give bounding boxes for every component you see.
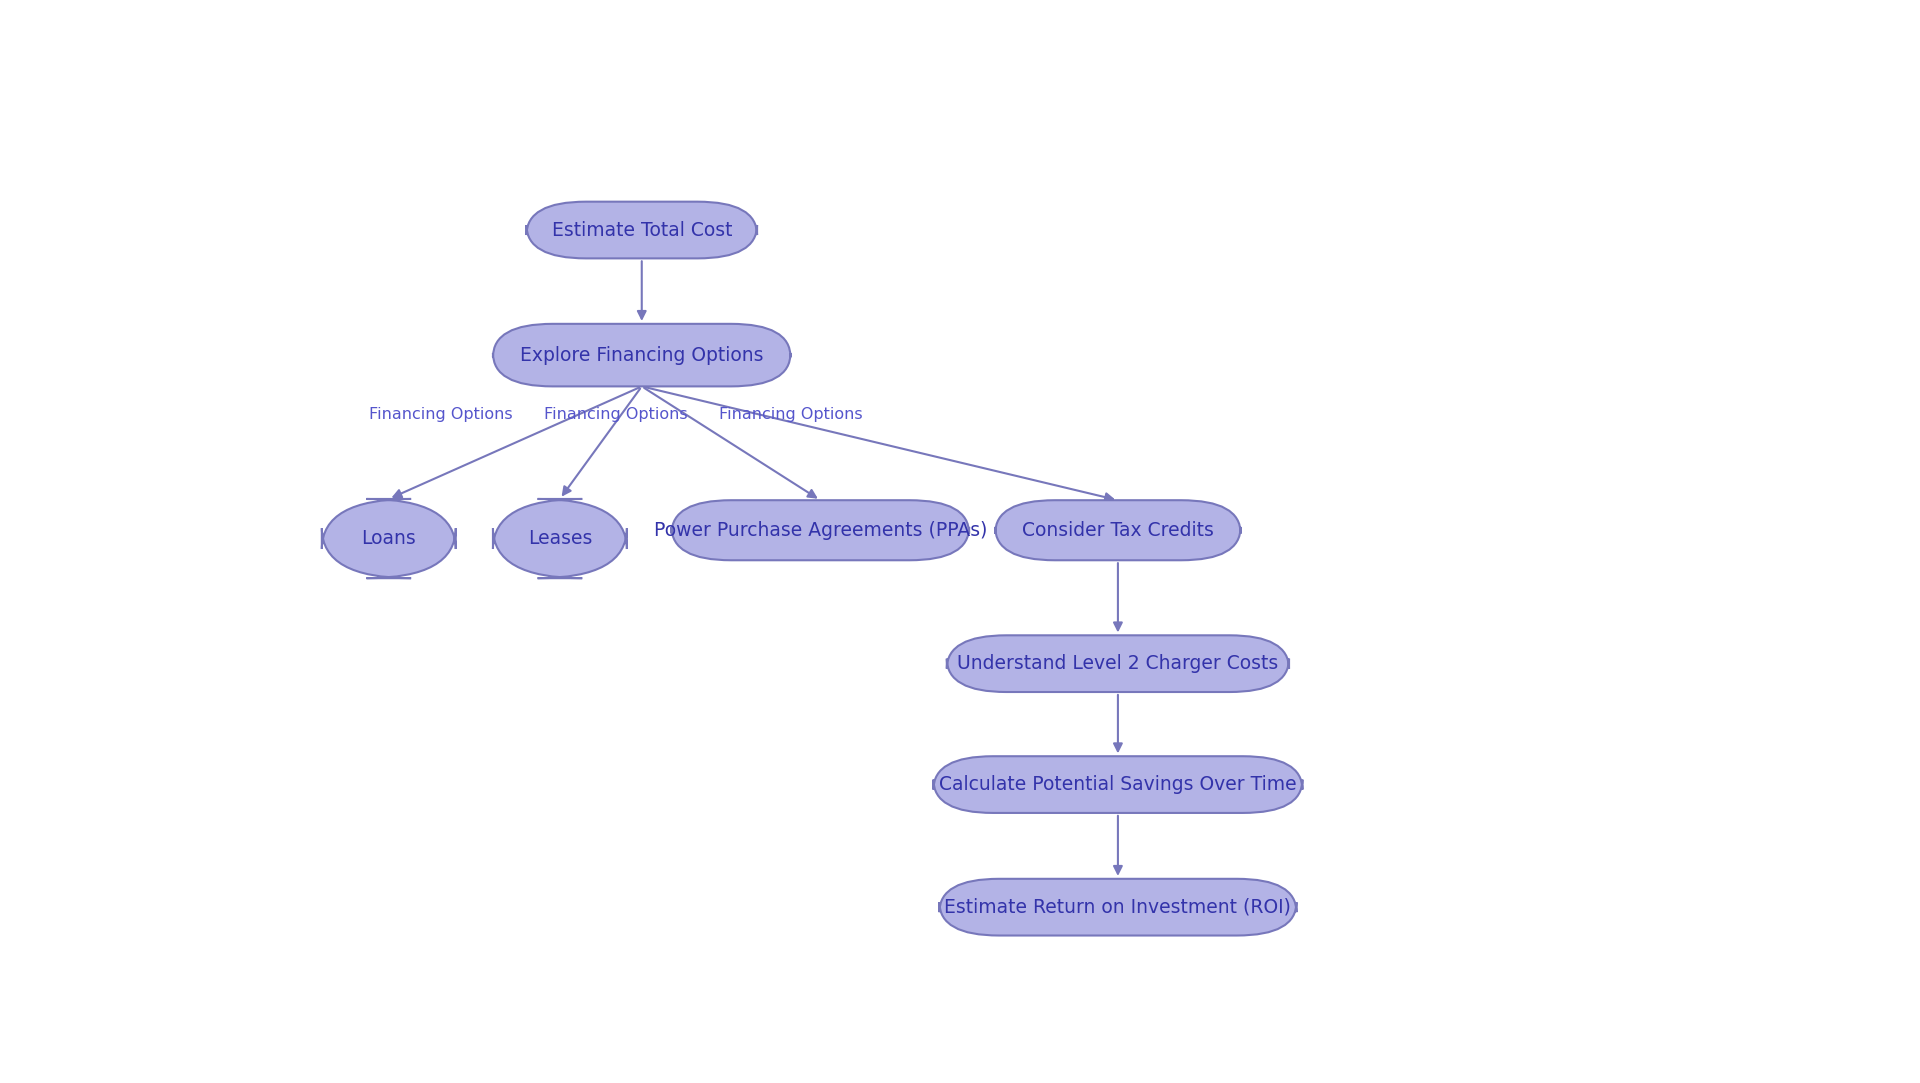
Text: Estimate Total Cost: Estimate Total Cost xyxy=(551,221,732,239)
FancyBboxPatch shape xyxy=(493,324,791,387)
Text: Estimate Return on Investment (ROI): Estimate Return on Investment (ROI) xyxy=(945,898,1292,916)
Text: Calculate Potential Savings Over Time: Calculate Potential Savings Over Time xyxy=(939,775,1296,794)
Text: Understand Level 2 Charger Costs: Understand Level 2 Charger Costs xyxy=(958,654,1279,674)
Text: Power Purchase Agreements (PPAs): Power Purchase Agreements (PPAs) xyxy=(653,521,987,539)
FancyBboxPatch shape xyxy=(939,878,1296,936)
FancyBboxPatch shape xyxy=(323,499,455,578)
Text: Consider Tax Credits: Consider Tax Credits xyxy=(1021,521,1213,539)
FancyBboxPatch shape xyxy=(526,201,756,259)
FancyBboxPatch shape xyxy=(672,500,970,560)
Text: Financing Options: Financing Options xyxy=(369,407,513,421)
FancyBboxPatch shape xyxy=(493,499,626,578)
FancyBboxPatch shape xyxy=(933,756,1302,813)
FancyBboxPatch shape xyxy=(995,500,1240,560)
Text: Explore Financing Options: Explore Financing Options xyxy=(520,345,764,365)
FancyBboxPatch shape xyxy=(947,636,1288,692)
Text: Leases: Leases xyxy=(528,530,591,548)
Text: Financing Options: Financing Options xyxy=(718,407,862,422)
Text: Loans: Loans xyxy=(361,530,417,548)
Text: Financing Options: Financing Options xyxy=(543,407,687,421)
